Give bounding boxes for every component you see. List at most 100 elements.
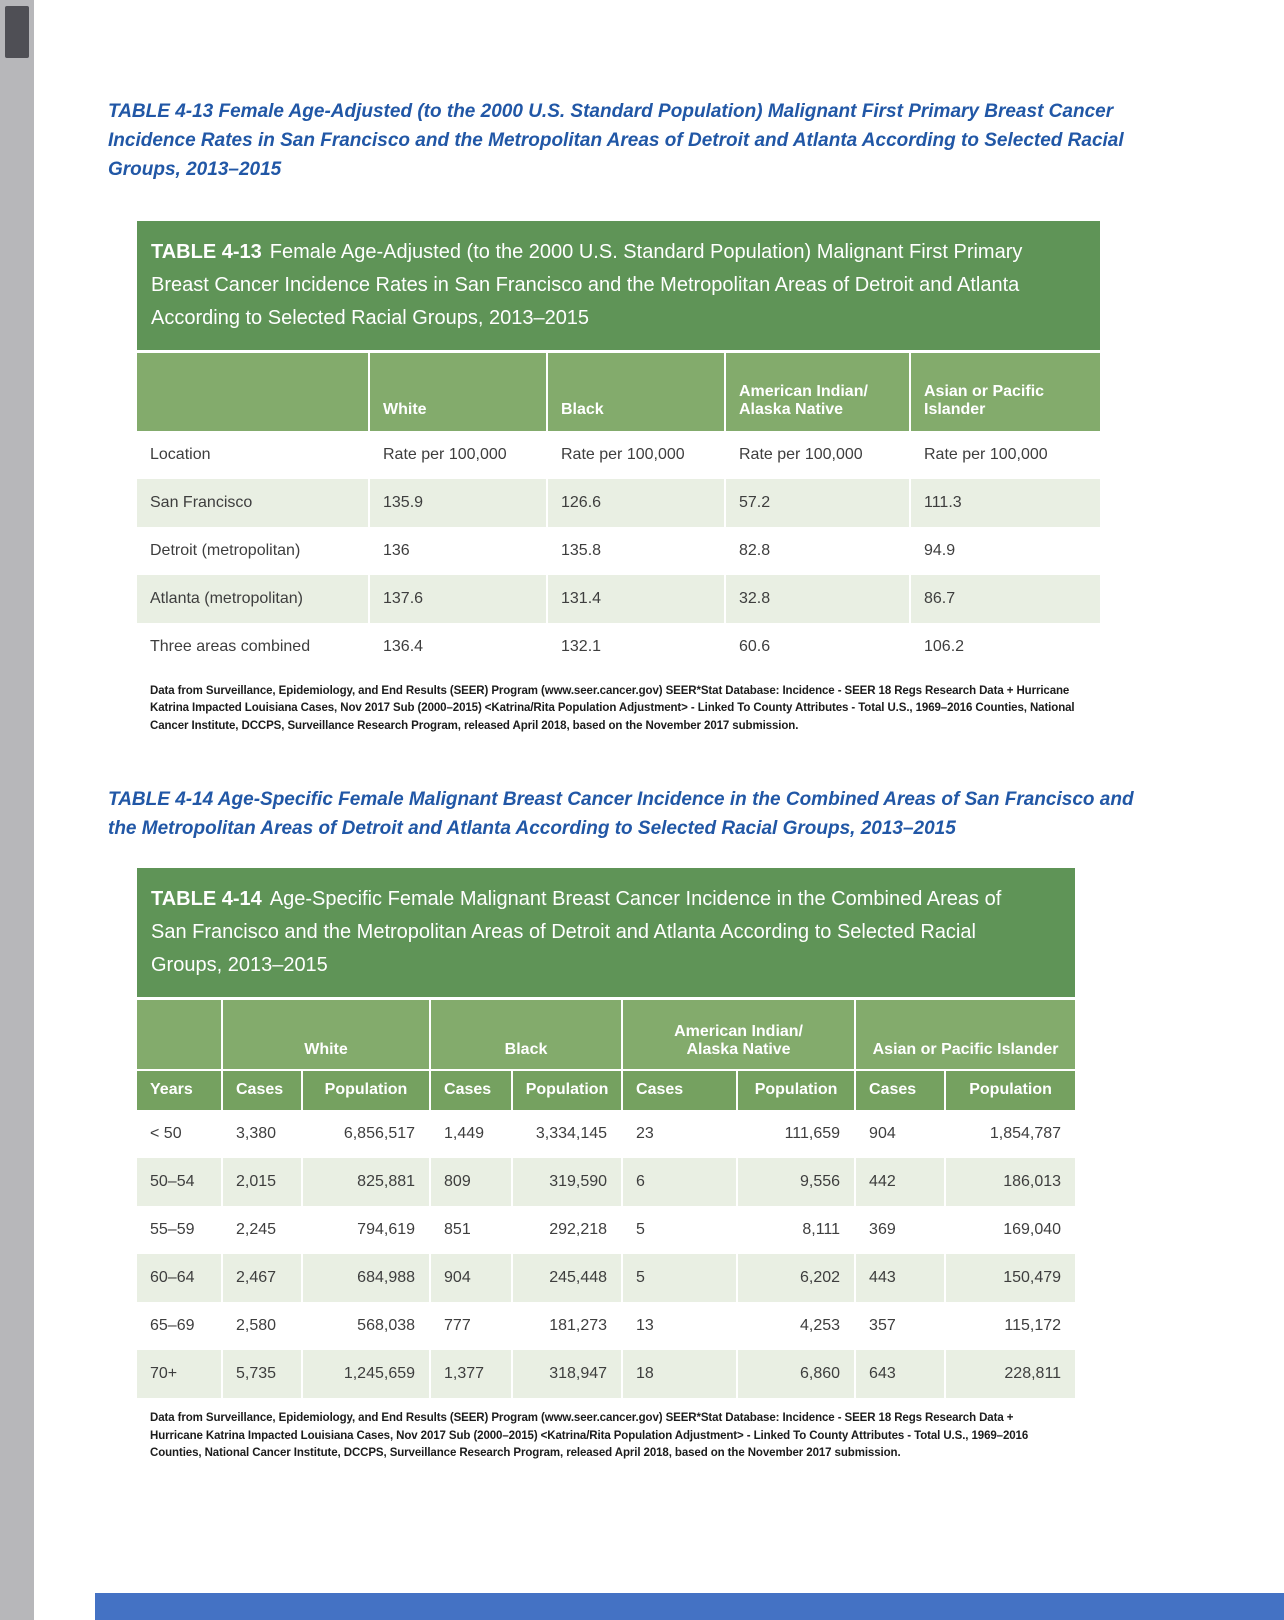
cell: 442: [854, 1157, 946, 1206]
table-row: Atlanta (metropolitan) 137.6 131.4 32.8 …: [137, 574, 1100, 623]
subheader-cases: Cases: [429, 1069, 513, 1110]
row-label-cell: 55–59: [150, 1220, 195, 1238]
cell: 5: [621, 1205, 738, 1254]
row-label-cell: 50–54: [150, 1172, 195, 1190]
table-row: Location Rate per 100,000 Rate per 100,0…: [137, 430, 1100, 479]
left-scrollbar[interactable]: [0, 0, 34, 1620]
table-4-13: TABLE 4-13 Female Age-Adjusted (to the 20…: [137, 220, 1100, 736]
column-header-white: White: [368, 352, 547, 431]
table-4-14-source-note: Data from Surveillance, Epidemiology, an…: [150, 1411, 1029, 1460]
cell: 135.8: [546, 526, 725, 575]
cell: 2,245: [221, 1205, 302, 1254]
table-row: 50–54 2,015 825,881 809 319,590 6 9,556 …: [137, 1157, 1076, 1206]
cell: 6: [621, 1157, 738, 1206]
table-title: Female Age-Adjusted (to the 2000 U.S. St…: [151, 240, 1023, 329]
cell: 32.8: [724, 574, 910, 623]
group-header-asian-pacific-islander: Asian or Pacific Islander: [854, 999, 1076, 1071]
cell: Rate per 100,000: [724, 430, 910, 479]
subheader-population: Population: [944, 1069, 1076, 1110]
cell: 86.7: [909, 574, 1100, 623]
table-row: 60–64 2,467 684,988 904 245,448 5 6,202 …: [137, 1253, 1076, 1302]
cell: 106.2: [909, 622, 1100, 671]
cell: 23: [621, 1109, 738, 1158]
cell: 319,590: [511, 1157, 623, 1206]
cell: 777: [429, 1301, 513, 1350]
cell: 82.8: [724, 526, 910, 575]
table-title: Age-Specific Female Malignant Breast Can…: [151, 887, 1002, 976]
row-label-cell: Atlanta (metropolitan): [150, 589, 303, 607]
cell: 568,038: [300, 1301, 431, 1350]
cell: 181,273: [511, 1301, 623, 1350]
cell: 136: [368, 526, 547, 575]
column-header-empty: [137, 352, 369, 431]
cell: 169,040: [944, 1205, 1076, 1254]
row-label-cell: San Francisco: [150, 493, 253, 511]
cell: 1,245,659: [300, 1349, 431, 1398]
table-number: TABLE 4-13: [151, 240, 262, 263]
subheader-population: Population: [736, 1069, 856, 1110]
table-4-14-caption: TABLE 4-14 Age-Specific Female Malignant…: [108, 789, 1134, 839]
cell: Rate per 100,000: [909, 430, 1100, 479]
table-row: 55–59 2,245 794,619 851 292,218 5 8,111 …: [137, 1205, 1076, 1254]
group-header-empty: [137, 999, 222, 1071]
subheader-cases: Cases: [854, 1069, 946, 1110]
cell: 135.9: [368, 478, 547, 527]
table-row: White Black American Indian/ Alaska Nati…: [137, 999, 1076, 1071]
cell: 60.6: [724, 622, 910, 671]
table-4-13-title-band: TABLE 4-13 Female Age-Adjusted (to the 20…: [137, 220, 1100, 350]
table-row: Years Cases Population Cases Population …: [137, 1069, 1076, 1110]
cell: 851: [429, 1205, 513, 1254]
cell: 684,988: [300, 1253, 431, 1302]
table-number: TABLE 4-14: [151, 887, 262, 910]
table-row: Three areas combined 136.4 132.1 60.6 10…: [137, 622, 1100, 671]
cell: 57.2: [724, 478, 910, 527]
cell: 111,659: [736, 1109, 856, 1158]
cell: 13: [621, 1301, 738, 1350]
table-row: San Francisco 135.9 126.6 57.2 111.3: [137, 478, 1100, 527]
group-header-white: White: [220, 999, 431, 1071]
bottom-accent-bar: [95, 1593, 1284, 1620]
group-header-american-indian-alaska-native: American Indian/ Alaska Native: [621, 999, 856, 1071]
table-row: 65–69 2,580 568,038 777 181,273 13 4,253…: [137, 1301, 1076, 1350]
cell: 8,111: [736, 1205, 856, 1254]
cell: 136.4: [368, 622, 547, 671]
cell: Rate per 100,000: [368, 430, 547, 479]
table-4-13-caption: TABLE 4-13 Female Age-Adjusted (to the 2…: [108, 101, 1124, 180]
cell: 825,881: [300, 1157, 431, 1206]
table-row: Detroit (metropolitan) 136 135.8 82.8 94…: [137, 526, 1100, 575]
cell: 1,449: [429, 1109, 513, 1158]
subheader-cases: Cases: [621, 1069, 738, 1110]
cell: 18: [621, 1349, 738, 1398]
cell: 94.9: [909, 526, 1100, 575]
cell: 5,735: [221, 1349, 302, 1398]
row-label-cell: Location: [150, 445, 211, 463]
subheader-population: Population: [511, 1069, 623, 1110]
table-4-14: TABLE 4-14 Age-Specific Female Malignant …: [137, 867, 1076, 1463]
column-header-american-indian-alaska-native: American Indian/ Alaska Native: [724, 352, 910, 431]
cell: 131.4: [546, 574, 725, 623]
column-header-black: Black: [546, 352, 725, 431]
group-header-black: Black: [429, 999, 623, 1071]
table-row: White Black American Indian/ Alaska Nati…: [137, 352, 1100, 431]
cell: 6,202: [736, 1253, 856, 1302]
cell: 132.1: [546, 622, 725, 671]
scrollbar-thumb[interactable]: [5, 6, 29, 58]
subheader-population: Population: [300, 1069, 431, 1110]
cell: 6,856,517: [300, 1109, 431, 1158]
cell: 186,013: [944, 1157, 1076, 1206]
cell: 443: [854, 1253, 946, 1302]
table-4-13-source-note: Data from Surveillance, Epidemiology, an…: [150, 684, 1075, 733]
row-label-cell: Three areas combined: [150, 637, 311, 655]
cell: 228,811: [944, 1349, 1076, 1398]
cell: 809: [429, 1157, 513, 1206]
cell: 4,253: [736, 1301, 856, 1350]
cell: 126.6: [546, 478, 725, 527]
cell: 369: [854, 1205, 946, 1254]
cell: 2,015: [221, 1157, 302, 1206]
subheader-cases: Cases: [221, 1069, 302, 1110]
cell: 2,467: [221, 1253, 302, 1302]
row-label-cell: 60–64: [150, 1268, 195, 1286]
age-specific-incidence-table: White Black American Indian/ Alaska Nati…: [137, 999, 1076, 1398]
cell: 245,448: [511, 1253, 623, 1302]
document-page: TABLE 4-13 Female Age-Adjusted (to the 2…: [108, 101, 1134, 1463]
